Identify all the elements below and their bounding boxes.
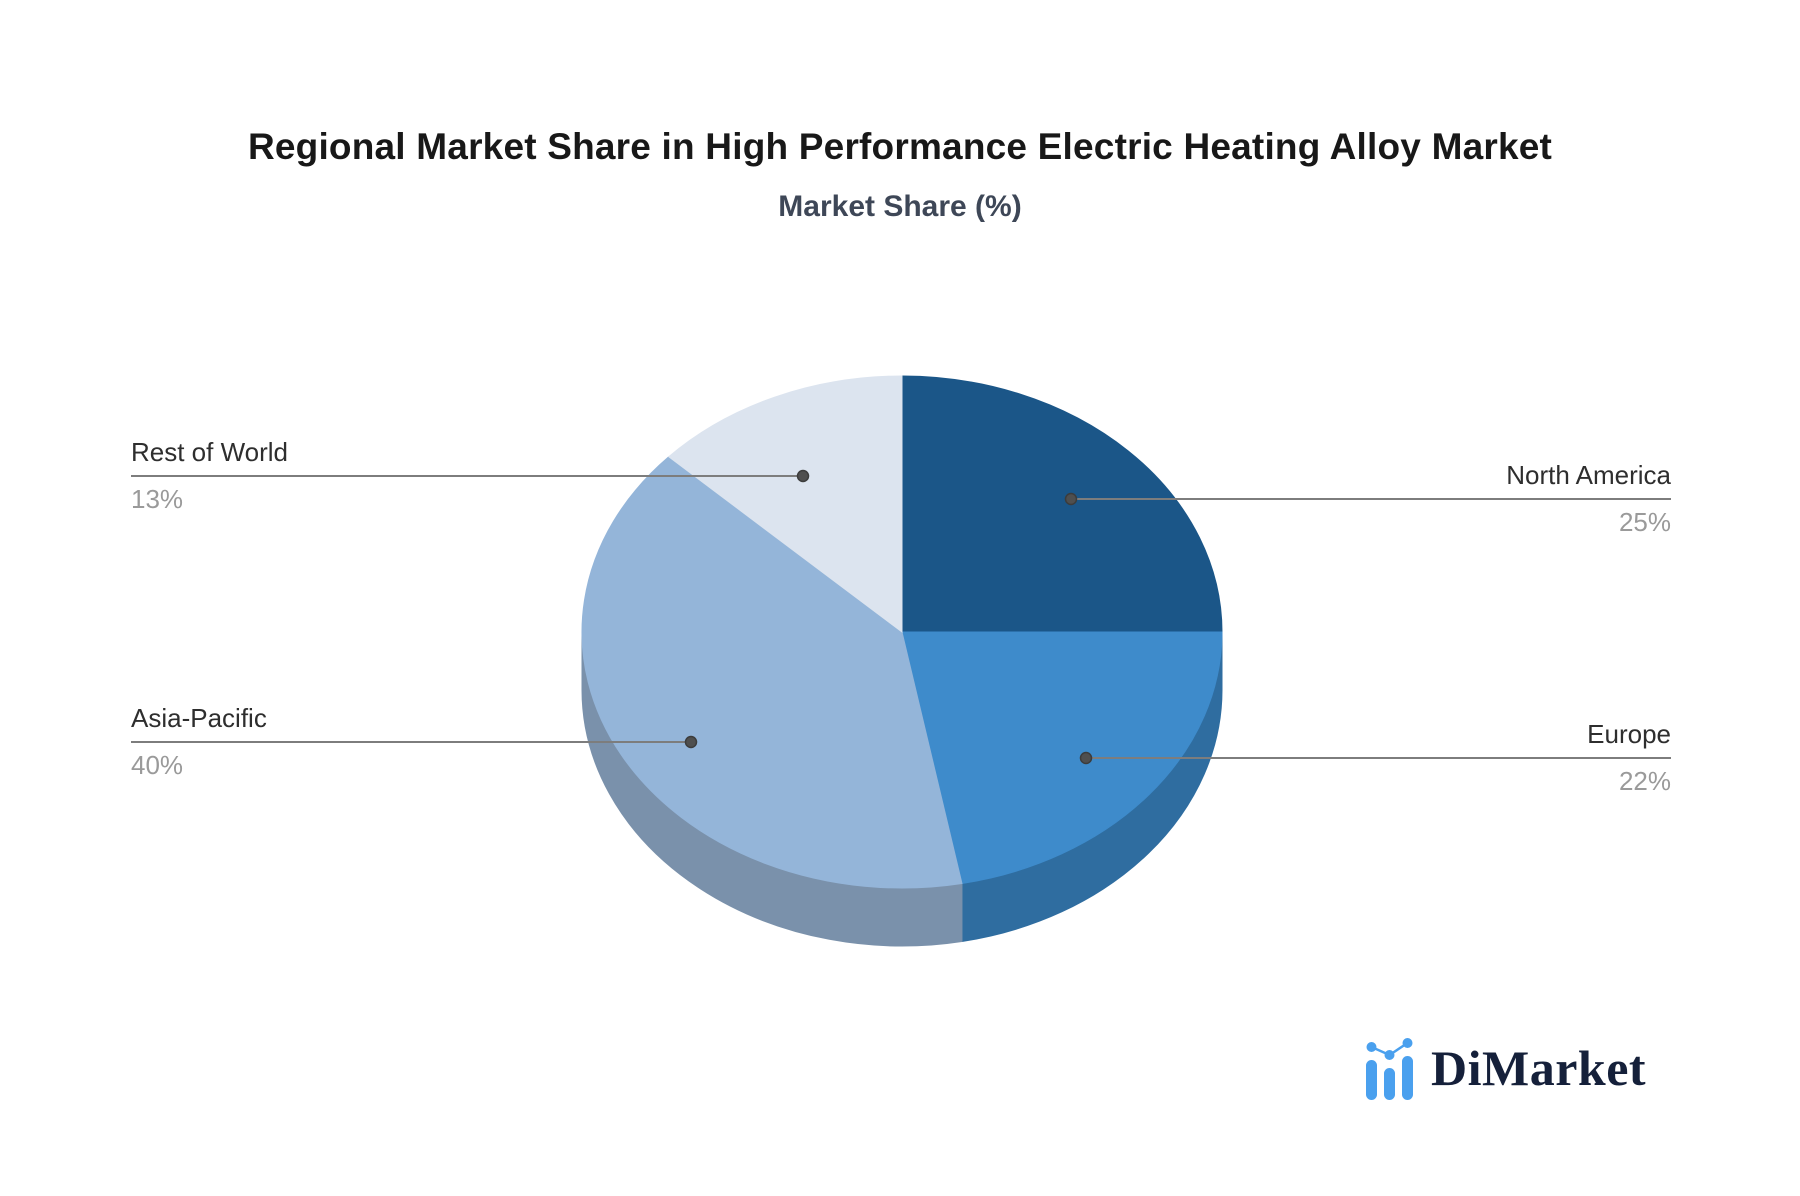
chart-subtitle: Market Share (%) — [778, 190, 1022, 223]
slice-label-asia-pacific: Asia-Pacific — [131, 703, 267, 733]
connector-dot-asia-pacific — [684, 735, 698, 749]
slice-percent-north-america: 25% — [1618, 507, 1671, 537]
slice-percent-europe: 22% — [1618, 766, 1671, 796]
logo-trend-dot — [1366, 1042, 1377, 1052]
logo-bar — [1366, 1060, 1377, 1100]
slice-label-north-america: North America — [1506, 460, 1671, 490]
dimarket-logo-text: DiMarket — [1431, 1040, 1647, 1096]
connector-dot-north-america — [1064, 492, 1078, 506]
dimarket-logo: DiMarket — [1363, 1032, 1646, 1104]
slice-percent-rest-of-world: 13% — [131, 484, 184, 514]
logo-trend-dot — [1402, 1038, 1413, 1048]
pie-slices — [581, 375, 1223, 889]
slice-label-rest-of-world: Rest of World — [131, 437, 289, 467]
pie-slice-europe[interactable] — [901, 631, 1223, 885]
logo-bar — [1402, 1056, 1413, 1100]
pie-label-connectors — [131, 469, 1671, 765]
slice-label-europe: Europe — [1587, 719, 1671, 749]
connector-dot-europe — [1079, 751, 1093, 765]
chart-title: Regional Market Share in High Performanc… — [247, 126, 1553, 167]
pie-slice-north-america[interactable] — [901, 375, 1223, 633]
dimarket-logo-icon — [1366, 1038, 1413, 1100]
logo-bar — [1384, 1068, 1395, 1100]
logo-trend-dot — [1384, 1050, 1395, 1060]
connector-dot-rest-of-world — [796, 469, 810, 483]
pie-slice-rest-of-world[interactable] — [667, 375, 903, 634]
slice-percent-asia-pacific: 40% — [131, 750, 184, 780]
pie-slice-asia-pacific[interactable] — [581, 456, 963, 889]
